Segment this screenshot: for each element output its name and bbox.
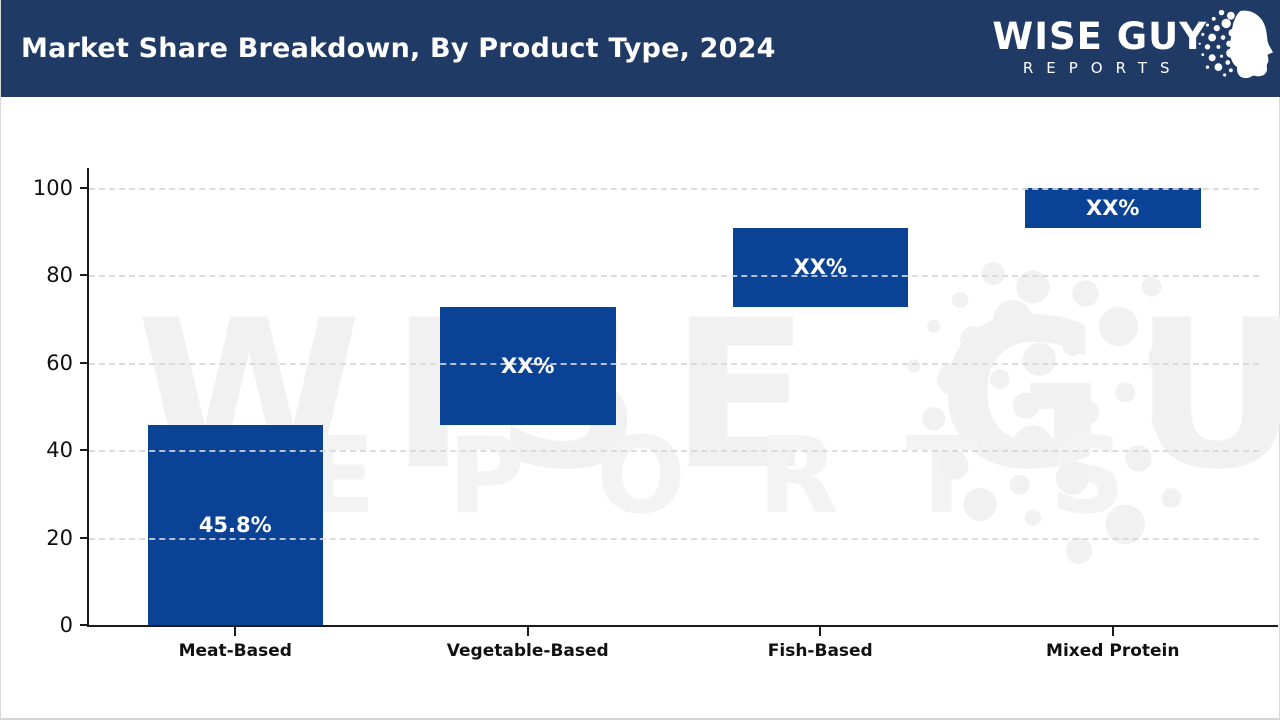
gridline-100	[89, 187, 1259, 190]
bar-mixed-protein[interactable]	[1025, 187, 1201, 228]
wise-guy-logo: WISE GUY REPORTS	[992, 4, 1273, 94]
gridline-60	[89, 362, 1259, 365]
watermark-wordmark: WISE GUY	[136, 277, 1280, 515]
y-tick-mark	[80, 449, 89, 451]
x-tick-label-mixed-protein: Mixed Protein	[1046, 641, 1180, 661]
y-tick-label-20: 20	[46, 525, 73, 550]
bar-meat-based[interactable]	[147, 424, 323, 625]
logo-subtitle: REPORTS	[1022, 58, 1183, 77]
bar-value-label: XX%	[1086, 195, 1140, 220]
bar-value-label: 45.8%	[198, 512, 272, 537]
x-tick-label-vegetable-based: Vegetable-Based	[446, 641, 609, 661]
y-tick-label-100: 100	[32, 175, 73, 200]
gridline-20	[89, 537, 1259, 540]
y-tick-mark	[80, 361, 89, 364]
logo-wordmark: WISE GUY	[992, 15, 1207, 58]
y-tick-mark	[80, 624, 89, 626]
bar-value-label: XX%	[501, 353, 555, 378]
plot-area: 45.8% XX% XX% XX%	[89, 170, 1259, 625]
chart-title: Market Share Breakdown, By Product Type,…	[21, 33, 776, 64]
bar-vegetable-based[interactable]	[440, 306, 616, 425]
logo-face-icon	[1198, 9, 1273, 79]
bar-fish-based[interactable]	[732, 227, 908, 307]
watermark: WISE GUY REPORTS	[1, 97, 1280, 718]
y-tick-label-0: 0	[59, 613, 73, 637]
gridline-80	[89, 275, 1259, 277]
y-tick-label-60: 60	[46, 350, 73, 375]
watermark-face-icon	[907, 262, 1192, 564]
y-tick-label-80: 80	[46, 263, 73, 287]
x-tick-mark	[819, 627, 822, 636]
y-tick-label-40: 40	[46, 438, 73, 462]
gridline-40	[89, 450, 1259, 452]
y-tick-mark	[80, 536, 89, 539]
logo-text: WISE GUY REPORTS	[992, 15, 1207, 77]
bar-value-label: XX%	[793, 255, 847, 280]
y-axis-spine	[87, 168, 89, 627]
header-bar: Market Share Breakdown, By Product Type,…	[1, 0, 1280, 97]
x-axis-spine	[87, 625, 1278, 627]
x-tick-mark	[234, 627, 237, 636]
x-tick-mark	[1111, 627, 1114, 636]
y-tick-mark	[80, 274, 89, 276]
x-tick-mark	[526, 627, 529, 636]
x-tick-label-fish-based: Fish-Based	[767, 641, 873, 661]
y-tick-mark	[80, 186, 89, 189]
x-tick-label-meat-based: Meat-Based	[178, 641, 292, 661]
